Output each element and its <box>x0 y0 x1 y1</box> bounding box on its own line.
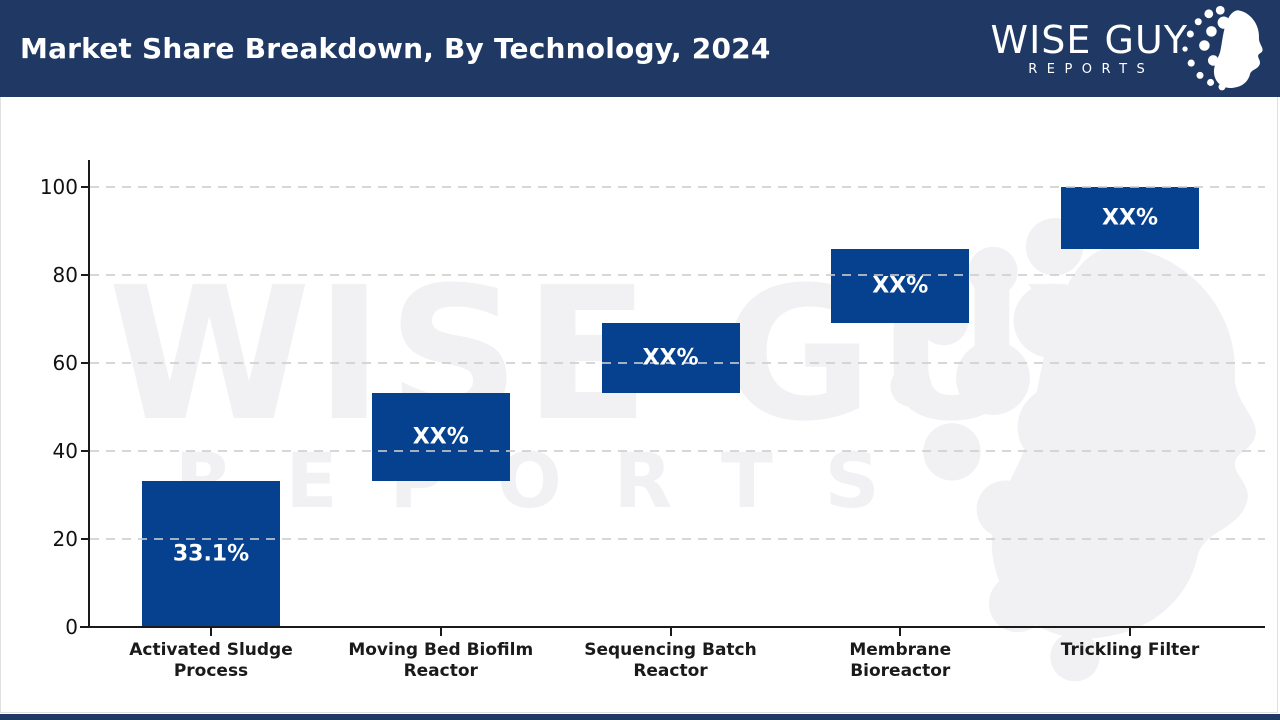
brand-logo-text: WISE GUY REPORTS <box>991 20 1188 77</box>
x-axis-line <box>80 626 1265 628</box>
bar-value-label: XX% <box>872 273 929 299</box>
gridline <box>90 362 1265 364</box>
y-tick-label: 0 <box>65 615 78 639</box>
bar <box>1061 187 1199 249</box>
y-tick-label: 20 <box>52 527 78 551</box>
y-tick-label: 100 <box>39 175 78 199</box>
y-tick <box>81 538 88 540</box>
y-tick-label: 80 <box>52 263 78 287</box>
x-category-label: Trickling Filter <box>1060 640 1200 660</box>
y-tick-label: 60 <box>52 351 78 375</box>
brand-name: WISE GUY <box>990 18 1188 62</box>
x-category-label: Membrane Bioreactor <box>849 640 952 681</box>
y-tick <box>81 274 88 276</box>
bar-value-label: 33.1% <box>172 541 250 567</box>
gridline <box>90 274 1265 276</box>
header-bar: Market Share Breakdown, By Technology, 2… <box>0 0 1280 97</box>
y-tick <box>81 450 88 452</box>
x-tick <box>1129 628 1131 636</box>
brand-face-icon <box>1182 5 1263 90</box>
bar <box>601 323 740 393</box>
brand-logo: WISE GUY REPORTS <box>991 5 1270 93</box>
brand-subtitle: REPORTS <box>1028 62 1155 77</box>
x-category-label: Moving Bed Biofilm Reactor <box>348 640 534 681</box>
bar <box>371 392 510 482</box>
bar-value-label: XX% <box>642 345 699 371</box>
y-axis-line <box>88 160 90 628</box>
gridline <box>90 186 1265 188</box>
x-category-label: Activated Sludge Process <box>129 640 293 681</box>
gridline <box>90 538 1265 540</box>
x-tick <box>210 628 212 636</box>
footer-bar <box>0 714 1280 720</box>
bar <box>142 481 280 627</box>
y-tick <box>81 362 88 364</box>
y-tick-label: 40 <box>52 439 78 463</box>
bar-value-label: XX% <box>1102 205 1158 231</box>
page-title: Market Share Breakdown, By Technology, 2… <box>20 32 771 65</box>
x-tick <box>439 628 442 636</box>
bar-value-label: XX% <box>412 424 469 450</box>
x-tick <box>669 628 672 636</box>
y-tick <box>81 186 88 188</box>
x-category-label: Sequencing Batch Reactor <box>584 640 757 681</box>
x-tick <box>899 628 902 636</box>
gridline <box>90 450 1265 452</box>
y-tick <box>81 626 88 628</box>
